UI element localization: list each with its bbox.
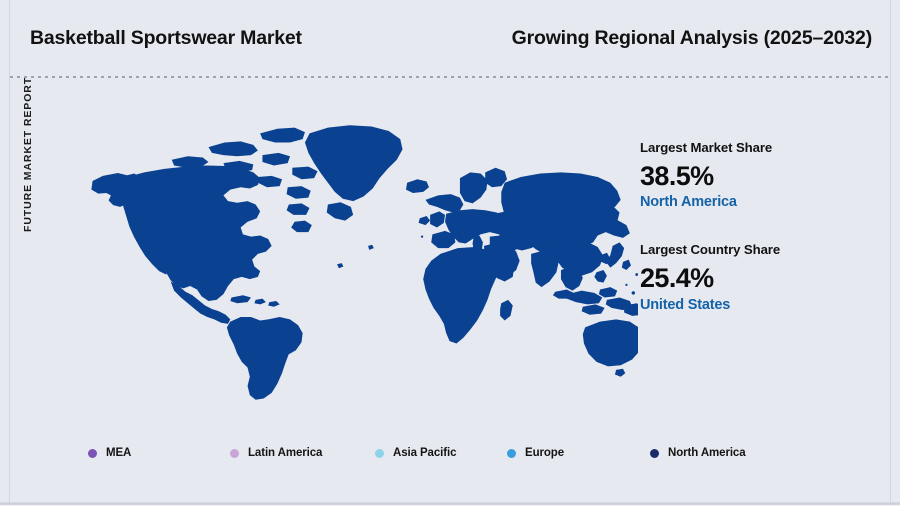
stat-label: Largest Market Share	[640, 140, 773, 155]
legend-item-north-america[interactable]: North America	[650, 447, 746, 459]
legend-item-mea[interactable]: MEA	[88, 447, 131, 459]
frame-right-rule	[890, 0, 891, 506]
brand-vertical-label: FUTURE MARKET REPORT	[22, 76, 34, 232]
legend-item-europe[interactable]: Europe	[507, 447, 564, 459]
legend-item-asia-pacific[interactable]: Asia Pacific	[375, 447, 456, 459]
header-bar: Basketball Sportswear Market Growing Reg…	[0, 0, 900, 76]
legend-dot-icon	[230, 448, 239, 458]
legend-label: Latin America	[248, 447, 323, 459]
page-title: Basketball Sportswear Market	[30, 26, 302, 49]
legend-dot-icon	[650, 448, 659, 458]
stats-panel: Largest Market Share 38.5% North America…	[640, 140, 880, 313]
frame-left-rule	[9, 0, 10, 506]
legend-dot-icon	[507, 448, 516, 458]
legend-label: North America	[668, 447, 746, 459]
page-subtitle: Growing Regional Analysis (2025–2032)	[511, 26, 873, 49]
stat-label: Largest Country Share	[640, 242, 781, 258]
legend-label: MEA	[106, 447, 132, 459]
legend-label: Asia Pacific	[393, 447, 457, 459]
stat-largest-country-share: Largest Country Share 25.4% United State…	[640, 242, 880, 312]
world-map-landmasses	[91, 125, 638, 400]
stat-largest-market-share: Largest Market Share 38.5% North America	[640, 140, 880, 210]
legend-dot-icon	[88, 448, 97, 458]
stat-region: North America	[640, 194, 737, 211]
stat-region: United States	[640, 296, 731, 313]
legend-item-latin-america[interactable]: Latin America	[230, 447, 322, 459]
stat-value: 25.4%	[640, 263, 714, 294]
frame-bottom-shadow	[0, 502, 900, 506]
header-divider	[10, 76, 890, 78]
legend-dot-icon	[375, 448, 384, 458]
legend-label: Europe	[525, 447, 565, 459]
world-map-svg	[91, 125, 638, 400]
world-map	[58, 92, 638, 402]
map-legend: MEA Latin America Asia Pacific Europe No…	[88, 447, 870, 467]
stat-value: 38.5%	[640, 161, 714, 191]
